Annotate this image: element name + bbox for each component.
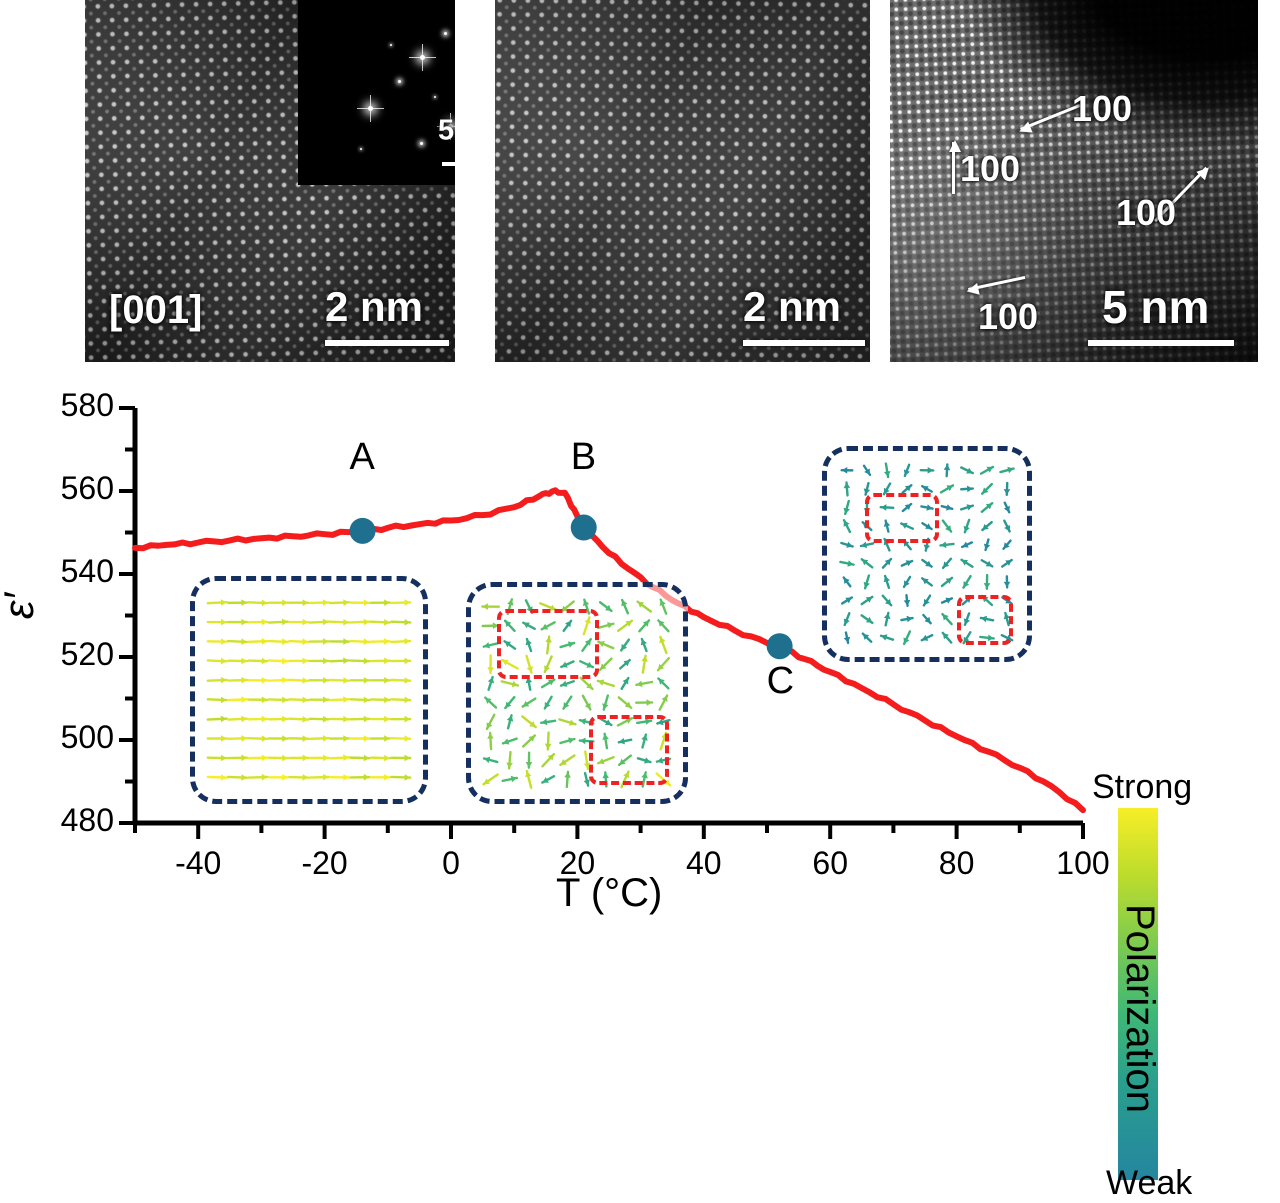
tem-panel-3: 100 100 100 100 5 nm <box>890 0 1258 362</box>
x-tick-label: -40 <box>158 845 238 882</box>
polarization-subregion-c1 <box>865 493 939 543</box>
tem-panel-1: 5 nm-1 [001] 2 nm <box>85 0 455 362</box>
scale-bar-label-3: 5 nm <box>1102 280 1209 334</box>
point-annotation: A <box>350 436 375 479</box>
polarization-map-c <box>822 446 1032 662</box>
colorbar-title: Polarization <box>1117 904 1162 1113</box>
y-tick-label: 560 <box>28 470 114 507</box>
scale-bar-2 <box>743 340 865 346</box>
fft-diffraction-spots <box>298 0 455 185</box>
scale-bar-label-1: 2 nm <box>325 283 423 331</box>
point-annotation: C <box>767 660 794 703</box>
polarization-subregion-b2 <box>589 715 669 785</box>
direction-label-4: 100 <box>978 296 1038 338</box>
y-tick-label: 480 <box>28 802 114 839</box>
y-tick-label: 540 <box>28 553 114 590</box>
direction-label-1: 100 <box>960 148 1020 190</box>
direction-arrow-up <box>952 142 955 194</box>
scale-bar-label-2: 2 nm <box>743 283 841 331</box>
fft-scale-bar-1 <box>442 162 455 166</box>
y-tick-label: 500 <box>28 719 114 756</box>
polarization-map-a <box>190 576 428 804</box>
colorbar-max-label: Strong <box>1092 768 1192 807</box>
x-tick-label: 100 <box>1043 845 1123 882</box>
y-axis-label: ε′ <box>0 593 43 619</box>
x-tick-label: 0 <box>411 845 491 882</box>
y-tick-label: 520 <box>28 636 114 673</box>
x-tick-label: 80 <box>917 845 997 882</box>
polarization-subregion-c2 <box>957 595 1013 645</box>
scale-bar-1 <box>325 340 449 346</box>
point-annotation: B <box>571 436 596 479</box>
polarization-subregion-b1 <box>497 609 599 679</box>
y-tick-label: 580 <box>28 387 114 424</box>
colorbar-min-label: Weak <box>1106 1164 1192 1203</box>
tem-image-strip: 5 nm-1 [001] 2 nm <box>0 0 1280 364</box>
tem-panel-2: 5 nm-1 2 nm <box>495 0 870 362</box>
x-tick-label: -20 <box>285 845 365 882</box>
polarization-vectors-a <box>195 581 423 799</box>
fft-scale-bar-label-1: 5 nm-1 <box>438 113 455 148</box>
x-tick-label: 60 <box>790 845 870 882</box>
fft-inset-panel-1: 5 nm-1 <box>298 0 455 185</box>
zone-axis-label: [001] <box>109 288 202 333</box>
scale-bar-3 <box>1088 340 1234 346</box>
polarization-map-b <box>466 582 688 804</box>
direction-label-2: 100 <box>1072 88 1132 130</box>
direction-label-3: 100 <box>1116 192 1176 234</box>
x-tick-label: 40 <box>664 845 744 882</box>
x-axis-label: T (°C) <box>556 871 662 916</box>
